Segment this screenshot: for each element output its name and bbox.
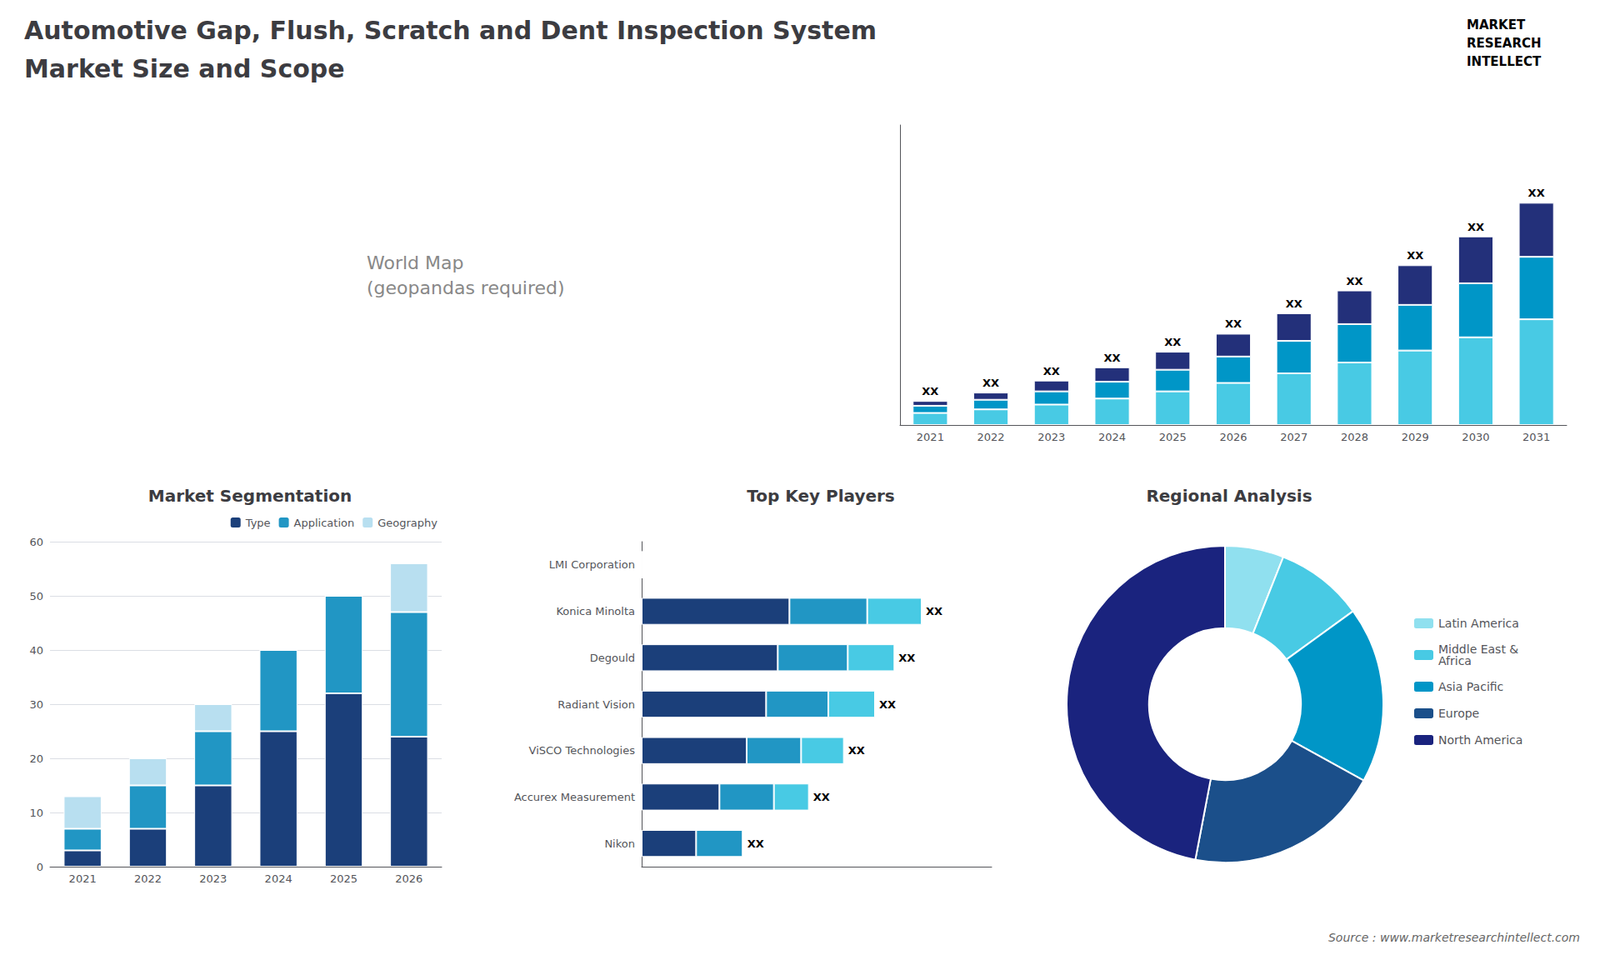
- svg-text:2024: 2024: [265, 872, 293, 885]
- svg-text:Latin America: Latin America: [1438, 616, 1520, 630]
- svg-text:MARKET: MARKET: [1466, 17, 1526, 33]
- svg-text:Application: Application: [294, 516, 355, 530]
- svg-text:2025: 2025: [1159, 430, 1187, 444]
- svg-text:2031: 2031: [1522, 430, 1550, 444]
- svg-text:Market Segmentation: Market Segmentation: [148, 485, 353, 506]
- svg-text:2030: 2030: [1461, 430, 1490, 444]
- svg-text:2022: 2022: [977, 430, 1005, 444]
- svg-text:XX: XX: [1345, 275, 1363, 288]
- svg-text:XX: XX: [1467, 220, 1485, 234]
- svg-text:Asia Pacific: Asia Pacific: [1438, 680, 1504, 694]
- svg-text:ViSCO Technologies: ViSCO Technologies: [529, 744, 636, 757]
- svg-text:XX: XX: [1406, 249, 1424, 262]
- svg-text:Accurex Measurement: Accurex Measurement: [514, 790, 635, 804]
- svg-text:XX: XX: [1285, 297, 1303, 310]
- svg-text:2023: 2023: [1037, 430, 1065, 444]
- svg-text:XX: XX: [879, 698, 896, 711]
- svg-text:Middle East &: Middle East &: [1438, 642, 1519, 656]
- svg-text:20: 20: [29, 752, 44, 765]
- svg-text:XX: XX: [848, 744, 865, 757]
- svg-text:Konica Minolta: Konica Minolta: [555, 605, 635, 618]
- svg-text:RESEARCH: RESEARCH: [1466, 35, 1542, 51]
- svg-text:North America: North America: [1438, 733, 1523, 747]
- svg-text:XX: XX: [925, 605, 943, 618]
- svg-text:Radiant Vision: Radiant Vision: [557, 698, 635, 711]
- svg-text:40: 40: [29, 644, 44, 657]
- svg-text:XX: XX: [1225, 317, 1242, 330]
- svg-text:XX: XX: [1528, 186, 1545, 200]
- svg-text:Source : www.marketresearchint: Source : www.marketresearchintellect.com: [1328, 930, 1580, 945]
- svg-text:2029: 2029: [1401, 430, 1430, 444]
- svg-text:50: 50: [29, 590, 44, 603]
- svg-text:LMI Corporation: LMI Corporation: [549, 558, 635, 571]
- svg-text:XX: XX: [982, 376, 1000, 390]
- svg-text:30: 30: [29, 698, 44, 711]
- svg-text:2026: 2026: [1219, 430, 1247, 444]
- svg-text:XX: XX: [1043, 365, 1060, 378]
- svg-text:2026: 2026: [395, 872, 423, 885]
- svg-text:Type: Type: [245, 516, 271, 530]
- svg-text:2025: 2025: [330, 872, 358, 885]
- svg-text:(geopandas required): (geopandas required): [366, 277, 565, 299]
- svg-text:2027: 2027: [1280, 430, 1308, 444]
- svg-text:2028: 2028: [1340, 430, 1369, 444]
- svg-text:2023: 2023: [199, 872, 227, 885]
- svg-text:Africa: Africa: [1438, 654, 1472, 668]
- svg-text:2021: 2021: [69, 872, 97, 885]
- svg-text:XX: XX: [898, 651, 915, 665]
- svg-text:Degould: Degould: [590, 651, 635, 665]
- svg-text:XX: XX: [921, 385, 939, 398]
- svg-text:XX: XX: [813, 790, 830, 804]
- svg-text:Top Key Players: Top Key Players: [746, 485, 895, 506]
- svg-text:2024: 2024: [1098, 430, 1126, 444]
- svg-text:XX: XX: [1104, 351, 1121, 365]
- svg-text:World Map: World Map: [366, 252, 464, 274]
- svg-text:10: 10: [29, 806, 44, 820]
- svg-text:Automotive Gap, Flush, Scratch: Automotive Gap, Flush, Scratch and Dent …: [24, 15, 877, 45]
- svg-text:60: 60: [29, 535, 44, 549]
- svg-text:Market Size and Scope: Market Size and Scope: [24, 54, 345, 84]
- svg-text:INTELLECT: INTELLECT: [1466, 54, 1542, 70]
- svg-text:XX: XX: [1164, 335, 1181, 349]
- svg-text:2022: 2022: [134, 872, 162, 885]
- svg-text:XX: XX: [747, 837, 765, 850]
- svg-text:Geography: Geography: [377, 516, 438, 530]
- svg-text:0: 0: [36, 860, 44, 874]
- svg-text:Nikon: Nikon: [604, 837, 635, 850]
- svg-text:2021: 2021: [916, 430, 945, 444]
- svg-text:Regional Analysis: Regional Analysis: [1145, 485, 1312, 506]
- svg-text:Europe: Europe: [1438, 706, 1480, 720]
